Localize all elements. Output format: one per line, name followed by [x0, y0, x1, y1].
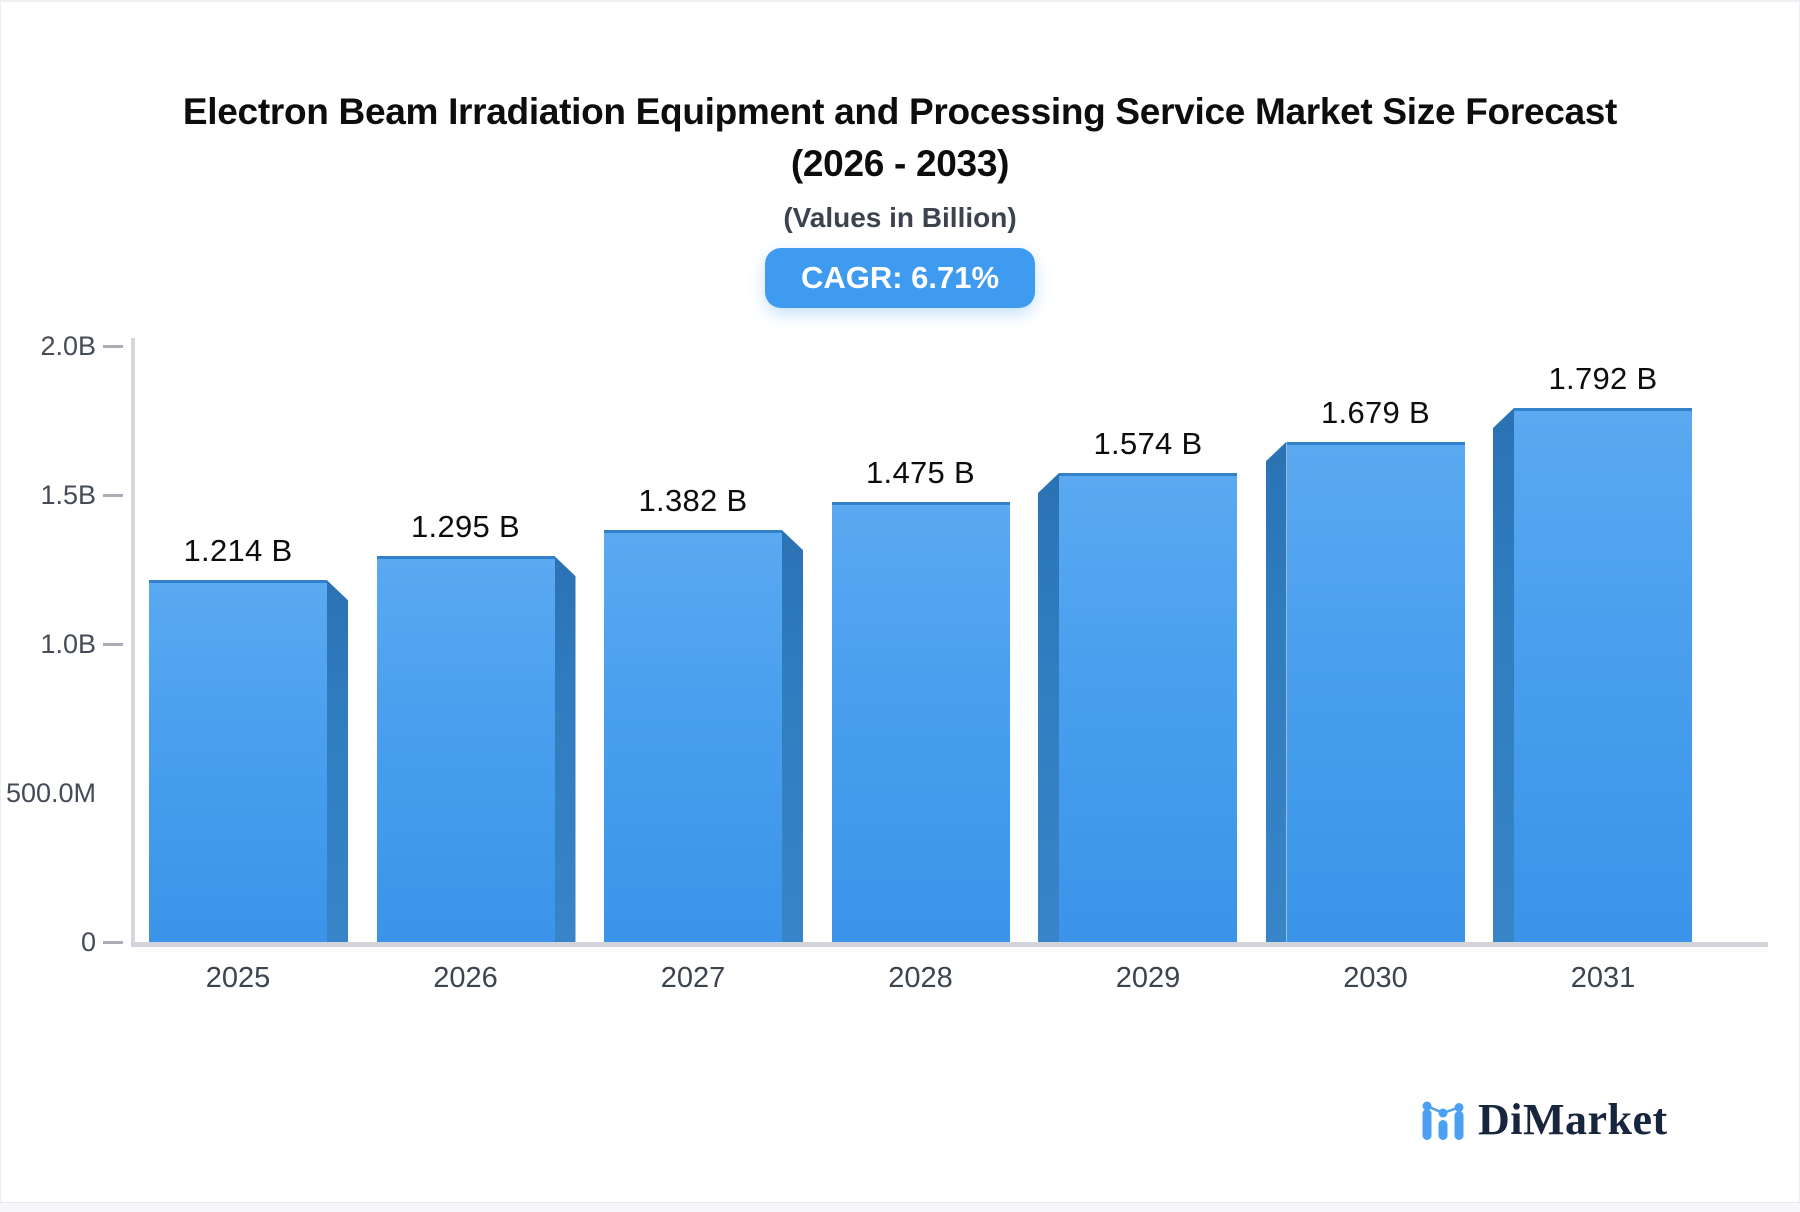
y-axis-tick-label: 0 [80, 927, 96, 957]
bar-2031[interactable] [1514, 407, 1692, 942]
bar-3d-side-face [327, 580, 348, 942]
bar-value-label: 1.679 B [1321, 394, 1430, 430]
y-axis-tick-mark [103, 941, 123, 944]
window-bottom-edge [0, 1202, 1800, 1212]
bar-2030[interactable] [1286, 441, 1465, 942]
bar-3d-side-face [1493, 407, 1514, 942]
chart-title-line1: Electron Beam Irradiation Equipment and … [182, 91, 1618, 132]
y-axis-tick-mark [103, 345, 123, 348]
bar-3d-side-face [782, 530, 803, 942]
x-axis-label-2031: 2031 [1570, 962, 1636, 994]
x-axis-label-2030: 2030 [1343, 962, 1408, 994]
x-axis-label-2026: 2026 [433, 962, 498, 994]
logo-text: DiMarket [1478, 1095, 1668, 1144]
y-axis-tick-label: 2.0B [40, 331, 96, 361]
chart-header: Electron Beam Irradiation Equipment and … [0, 86, 1800, 308]
dimarket-logo: DiMarket [1420, 1094, 1668, 1145]
bar-value-label: 1.792 B [1548, 360, 1658, 396]
bar-2027[interactable] [604, 530, 782, 942]
y-axis-tick-mark [103, 494, 123, 497]
bar-value-label: 1.295 B [411, 509, 520, 545]
y-axis-tick-mark [103, 643, 123, 646]
y-axis-tick-label: 1.0B [40, 629, 96, 659]
bar-value-label: 1.475 B [866, 455, 975, 491]
bar-2029[interactable] [1059, 472, 1237, 942]
bar-3d-side-face [1265, 441, 1287, 942]
cagr-badge: CAGR: 6.71% [764, 248, 1036, 308]
chart-title-line2: (2026 - 2033) [790, 143, 1010, 184]
x-axis-line [131, 942, 1768, 947]
bar-3d-side-face [1038, 472, 1059, 942]
x-axis-label-2029: 2029 [1115, 962, 1181, 994]
bar-2025[interactable] [149, 580, 327, 942]
chart-subtitle: (Values in Billion) [783, 202, 1017, 233]
bar-value-label: 1.214 B [183, 533, 293, 569]
bar-value-label: 1.382 B [638, 483, 748, 519]
bar-value-label: 1.574 B [1093, 425, 1203, 461]
x-axis-label-2025: 2025 [205, 962, 271, 994]
bar-3d-side-face [554, 556, 576, 942]
x-axis-label-2027: 2027 [660, 962, 726, 994]
bar-2028[interactable] [831, 502, 1010, 942]
bar-2026[interactable] [376, 556, 555, 942]
mini-bar-chart-icon [1422, 1101, 1464, 1140]
y-axis-line [131, 338, 135, 947]
y-axis-tick-label: 500.0M [5, 778, 96, 808]
x-axis-label-2028: 2028 [888, 962, 953, 994]
y-axis-tick-label: 1.5B [40, 480, 96, 510]
